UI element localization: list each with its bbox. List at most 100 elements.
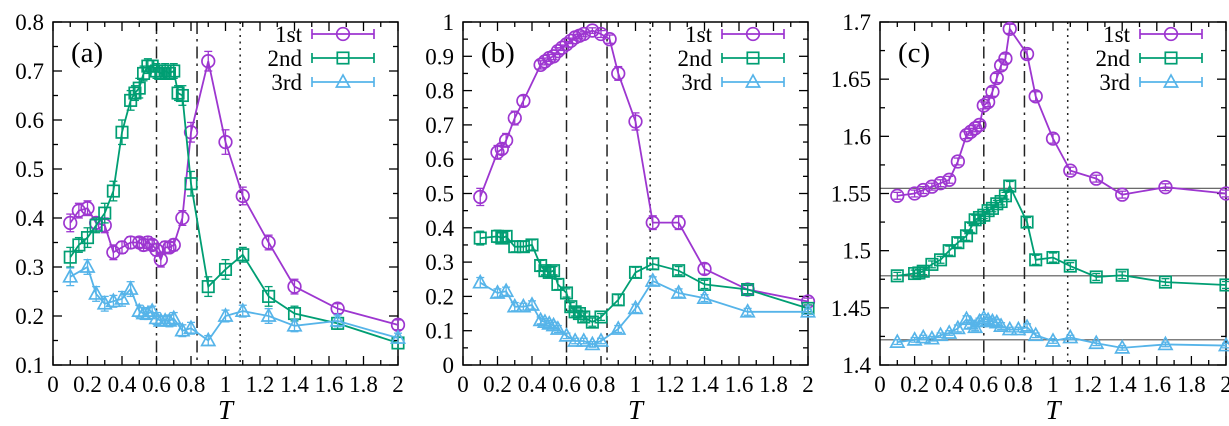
axis-ticks bbox=[52, 21, 399, 366]
legend-sample bbox=[1139, 73, 1203, 88]
x-axis-title: T bbox=[628, 395, 645, 425]
x-tick-label: 0 bbox=[874, 372, 886, 397]
square-marker bbox=[162, 66, 176, 80]
series-3rd-line bbox=[897, 317, 1227, 349]
y-tick-label: 1.55 bbox=[831, 182, 871, 207]
circle-marker bbox=[1019, 46, 1035, 62]
triangle-marker bbox=[739, 303, 756, 318]
triangle-marker bbox=[696, 289, 713, 304]
triangle-marker bbox=[575, 332, 592, 347]
triangle-marker bbox=[993, 317, 1010, 332]
x-tick-label: 0.2 bbox=[900, 372, 929, 397]
circle-marker bbox=[989, 70, 1004, 86]
circle-marker bbox=[175, 210, 190, 226]
square-marker bbox=[594, 310, 608, 324]
circle-marker bbox=[890, 188, 905, 203]
square-marker bbox=[1158, 275, 1172, 289]
circle-marker bbox=[555, 40, 570, 55]
y-tick-label: 0.2 bbox=[15, 304, 44, 329]
circle-marker bbox=[201, 54, 216, 69]
y-tick-label: 0.4 bbox=[425, 216, 454, 241]
triangle-marker bbox=[532, 311, 549, 327]
circle-marker bbox=[1115, 187, 1130, 202]
circle-marker bbox=[550, 44, 566, 59]
square-marker bbox=[1219, 278, 1229, 292]
triangle-marker bbox=[389, 329, 407, 344]
triangle-marker bbox=[549, 320, 566, 335]
circle-marker bbox=[985, 84, 1000, 99]
triangle-marker bbox=[1217, 336, 1229, 352]
series-3rd bbox=[472, 272, 817, 351]
triangle-marker bbox=[1088, 334, 1105, 350]
triangle-marker bbox=[217, 307, 234, 322]
y-tick-label: 0.6 bbox=[425, 147, 454, 172]
circle-marker bbox=[494, 141, 509, 157]
circle-marker bbox=[183, 125, 199, 140]
x-tick-label: 1.8 bbox=[349, 372, 378, 397]
panel-a: 0 0.2 0.4 0.6 0.8 1 1.2 1.4 1.6 1.8 20.10.20.30.40… bbox=[15, 10, 407, 425]
square-marker bbox=[981, 204, 995, 218]
x-tick-label: 0.8 bbox=[177, 372, 206, 397]
circle-marker bbox=[507, 110, 522, 126]
series-1st-errorbars bbox=[66, 50, 402, 331]
series-2nd-line bbox=[897, 183, 1227, 286]
y-tick-label: 0.1 bbox=[15, 353, 44, 378]
circle-marker bbox=[287, 279, 302, 294]
series-3rd-line bbox=[479, 279, 808, 346]
series-2nd-errorbars bbox=[893, 180, 1229, 290]
x-axis-title: T bbox=[218, 395, 235, 425]
square-marker bbox=[132, 81, 146, 95]
square-marker bbox=[551, 277, 565, 291]
triangle-marker bbox=[498, 282, 515, 298]
triangle-marker bbox=[506, 297, 523, 313]
circle-marker bbox=[80, 201, 95, 216]
legend-label: 2nd bbox=[1096, 46, 1131, 71]
triangle-marker bbox=[567, 332, 584, 347]
series-2nd bbox=[890, 179, 1229, 292]
panel-label: (b) bbox=[481, 37, 515, 69]
x-tick-label: 1.6 bbox=[315, 372, 344, 397]
square-marker bbox=[508, 240, 522, 254]
circle-marker bbox=[972, 117, 987, 133]
square-marker bbox=[959, 229, 974, 243]
x-tick-label: 2 bbox=[802, 372, 814, 397]
triangle-marker bbox=[980, 311, 997, 327]
x-tick-label: 0.4 bbox=[518, 372, 547, 397]
triangle-marker bbox=[610, 320, 627, 335]
circle-marker bbox=[959, 128, 974, 143]
x-tick-label: 1.8 bbox=[1177, 372, 1206, 397]
panel-label: (c) bbox=[898, 37, 930, 69]
circle-marker bbox=[490, 145, 505, 160]
legend-label: 3rd bbox=[681, 70, 712, 95]
circle-marker bbox=[559, 37, 574, 52]
legend-circle-marker bbox=[335, 26, 351, 42]
panel-c: 0 0.2 0.4 0.6 0.8 1 1.2 1.4 1.6 1.8 21.41.451.51.5… bbox=[831, 10, 1229, 425]
circle-marker bbox=[71, 203, 87, 218]
circle-marker bbox=[106, 245, 121, 260]
legend-triangle-marker bbox=[1162, 73, 1180, 88]
square-marker bbox=[1029, 253, 1043, 267]
square-marker bbox=[1063, 259, 1077, 273]
circle-marker bbox=[473, 189, 488, 205]
circle-marker bbox=[153, 252, 168, 267]
square-marker bbox=[124, 93, 138, 107]
y-tick-label: 0.5 bbox=[15, 157, 44, 182]
series-1st bbox=[473, 23, 816, 309]
x-axis-title: T bbox=[1045, 395, 1062, 425]
triangle-marker bbox=[472, 273, 489, 289]
triangle-marker bbox=[558, 327, 575, 342]
legend-label: 2nd bbox=[678, 46, 713, 71]
triangle-marker bbox=[489, 284, 506, 299]
square-marker bbox=[968, 213, 982, 227]
square-marker bbox=[628, 265, 643, 279]
square-marker bbox=[672, 264, 686, 278]
circle-marker bbox=[498, 133, 514, 148]
triangle-marker bbox=[1044, 332, 1062, 347]
square-marker bbox=[611, 293, 625, 307]
triangle-marker bbox=[1114, 339, 1131, 354]
circle-marker bbox=[114, 240, 130, 255]
square-marker bbox=[951, 236, 965, 250]
square-marker bbox=[516, 240, 530, 254]
square-marker bbox=[1089, 270, 1103, 284]
